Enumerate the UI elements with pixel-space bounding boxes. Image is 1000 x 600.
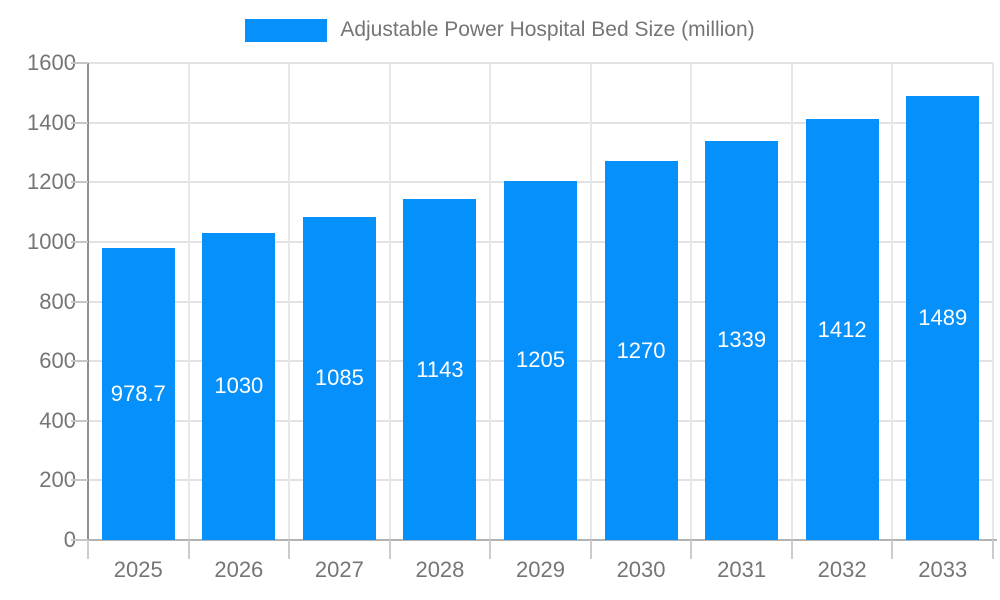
- chart-legend[interactable]: Adjustable Power Hospital Bed Size (mill…: [0, 18, 1000, 42]
- x-axis-label-2032: 2032: [817, 557, 867, 582]
- y-tick-800: [71, 300, 88, 303]
- x-axis-line: [71, 539, 997, 541]
- bar-value-label-2025: 978.7: [110, 381, 166, 407]
- bar-2028[interactable]: 1143: [403, 199, 477, 540]
- x-tick-6: [690, 540, 693, 559]
- x-axis-label-2031: 2031: [717, 557, 767, 582]
- gridline-x-2: [288, 63, 291, 540]
- bar-2026[interactable]: 1030: [202, 232, 276, 540]
- bar-value-label-2031: 1339: [717, 327, 767, 353]
- y-axis-label-600: 600: [39, 348, 76, 374]
- bar-2029[interactable]: 1205: [504, 180, 577, 540]
- gridline-x-8: [891, 63, 894, 540]
- bar-value-label-2028: 1143: [416, 356, 464, 382]
- x-tick-8: [891, 540, 894, 559]
- bar-2033[interactable]: 1489: [906, 96, 980, 540]
- y-tick-200: [71, 479, 88, 482]
- x-axis-label-2028: 2028: [415, 557, 465, 582]
- y-axis-label-1600: 1600: [27, 50, 76, 75]
- legend-label: Adjustable Power Hospital Bed Size (mill…: [340, 18, 755, 41]
- x-axis-label-2033: 2033: [918, 557, 968, 582]
- x-tick-9: [992, 540, 994, 559]
- y-tick-400: [71, 419, 88, 422]
- bar-2027[interactable]: 1085: [302, 216, 376, 540]
- x-axis-label-2029: 2029: [516, 557, 565, 582]
- gridline-x-4: [489, 63, 492, 540]
- y-axis-label-200: 200: [39, 467, 76, 493]
- bar-2030[interactable]: 1270: [604, 161, 678, 540]
- gridline-y-1600: [88, 62, 993, 64]
- x-tick-3: [388, 540, 391, 559]
- y-axis-label-1400: 1400: [27, 109, 76, 135]
- x-axis-label-2027: 2027: [314, 557, 364, 582]
- y-tick-0: [71, 539, 88, 541]
- y-axis-label-1200: 1200: [27, 169, 76, 195]
- y-axis-label-1000: 1000: [27, 228, 76, 254]
- bar-value-label-2026: 1030: [214, 373, 264, 399]
- x-tick-5: [589, 540, 592, 559]
- gridline-y-1400: [88, 121, 993, 124]
- y-tick-1600: [71, 62, 88, 64]
- bar-2031[interactable]: 1339: [705, 140, 779, 540]
- bar-value-label-2030: 1270: [616, 337, 666, 363]
- x-axis-label-2025: 2025: [113, 557, 163, 582]
- y-tick-1000: [71, 240, 88, 243]
- x-tick-4: [489, 540, 492, 559]
- y-axis-label-800: 800: [39, 288, 76, 314]
- bar-2025[interactable]: 978.7: [101, 248, 175, 540]
- plot-area: 978.7 1030 1085 1143 1205 1270 1339 1412 1489 20…: [71, 62, 997, 582]
- x-axis-label-2030: 2030: [616, 557, 666, 582]
- x-axis-label-2026: 2026: [214, 557, 264, 582]
- gridline-x-9: [992, 63, 994, 540]
- x-tick-2: [288, 540, 291, 559]
- y-tick-1200: [71, 181, 88, 184]
- bar-2032[interactable]: 1412: [805, 119, 879, 540]
- y-axis-label-0: 0: [63, 527, 76, 552]
- x-tick-1: [187, 540, 190, 559]
- gridline-x-6: [690, 63, 693, 540]
- y-axis-labels: 0 200 400 600 800 1000 1200 1400 1600: [6, 50, 76, 552]
- y-axis-line: [87, 63, 89, 540]
- bar-value-label-2032: 1412: [817, 316, 867, 342]
- bar-value-label-2027: 1085: [314, 365, 364, 391]
- gridline-x-5: [589, 63, 592, 540]
- y-tick-1400: [71, 121, 88, 124]
- gridline-x-3: [388, 63, 391, 540]
- gridline-x-7: [790, 63, 793, 540]
- y-axis-label-400: 400: [39, 407, 76, 433]
- x-tick-7: [790, 540, 793, 559]
- bar-value-label-2033: 1489: [918, 305, 968, 331]
- gridline-x-1: [187, 63, 190, 540]
- legend-swatch-icon: [245, 18, 328, 42]
- bar-value-label-2029: 1205: [516, 347, 565, 373]
- x-tick-0: [87, 540, 89, 559]
- y-tick-600: [71, 360, 88, 363]
